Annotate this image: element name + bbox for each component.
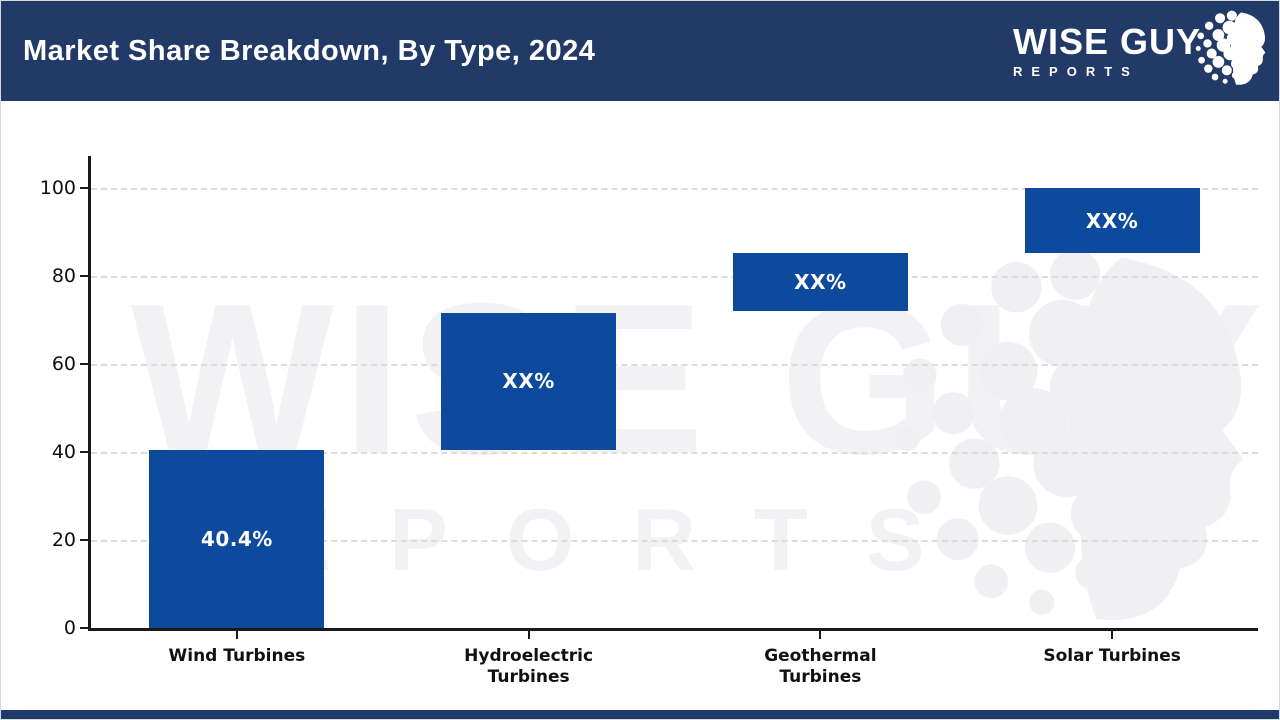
footer-bar: [1, 710, 1279, 719]
y-tick-mark: [80, 275, 88, 277]
y-tick-label: 80: [51, 265, 76, 287]
y-tick-label: 0: [63, 617, 76, 639]
brand-logo: WISE GUY REPORTS: [1013, 9, 1266, 93]
x-tick-mark: [527, 631, 530, 639]
brand-subtitle: REPORTS: [1013, 63, 1139, 79]
gridline-y-60: [91, 364, 1258, 366]
brand-logo-text: WISE GUY REPORTS: [1013, 20, 1202, 79]
bar-segment: 40.4%: [149, 450, 325, 628]
bar-segment: XX%: [1024, 188, 1200, 254]
bar-value-label: XX%: [502, 369, 555, 394]
y-tick-label: 40: [51, 441, 76, 463]
y-tick-mark: [80, 539, 88, 541]
x-tick-mark: [1111, 631, 1114, 639]
bar-segment: XX%: [732, 253, 908, 312]
gridline-y-40: [91, 452, 1258, 454]
waterfall-chart: 40.4% XX% XX% XX% 0 20 40 60 80 100 Wind Turbines…: [1, 101, 1279, 711]
bar-value-label: XX%: [794, 270, 847, 295]
gridline-y-20: [91, 540, 1258, 542]
y-tick-label: 60: [51, 353, 76, 375]
y-tick-mark: [80, 627, 88, 629]
x-tick-mark: [819, 631, 822, 639]
x-category-label: Hydroelectric Turbines: [464, 646, 594, 688]
y-tick-mark: [80, 187, 88, 189]
bar-value-label: XX%: [1085, 208, 1139, 233]
page-title: Market Share Breakdown, By Type, 2024: [23, 34, 596, 67]
x-category-label: Geothermal Turbines: [764, 646, 877, 688]
y-tick-label: 20: [51, 529, 76, 551]
x-category-label: Solar Turbines: [1043, 646, 1181, 666]
y-axis-line: [88, 156, 91, 631]
y-tick-mark: [80, 363, 88, 365]
y-tick-label: 100: [39, 177, 76, 199]
y-tick-mark: [80, 451, 88, 453]
plot-area: 40.4% XX% XX% XX%: [91, 188, 1258, 628]
header-bar: Market Share Breakdown, By Type, 2024 WI…: [1, 1, 1279, 101]
gridline-y-80: [91, 276, 1258, 278]
brand-head-icon: [1195, 10, 1266, 85]
brand-name: WISE GUY: [1013, 20, 1202, 62]
x-tick-mark: [235, 631, 238, 639]
x-category-label: Wind Turbines: [168, 646, 306, 666]
gridline-y-100: [91, 188, 1258, 190]
bar-segment: XX%: [441, 312, 617, 451]
x-axis-line: [88, 628, 1258, 631]
bar-value-label: 40.4%: [200, 527, 273, 552]
